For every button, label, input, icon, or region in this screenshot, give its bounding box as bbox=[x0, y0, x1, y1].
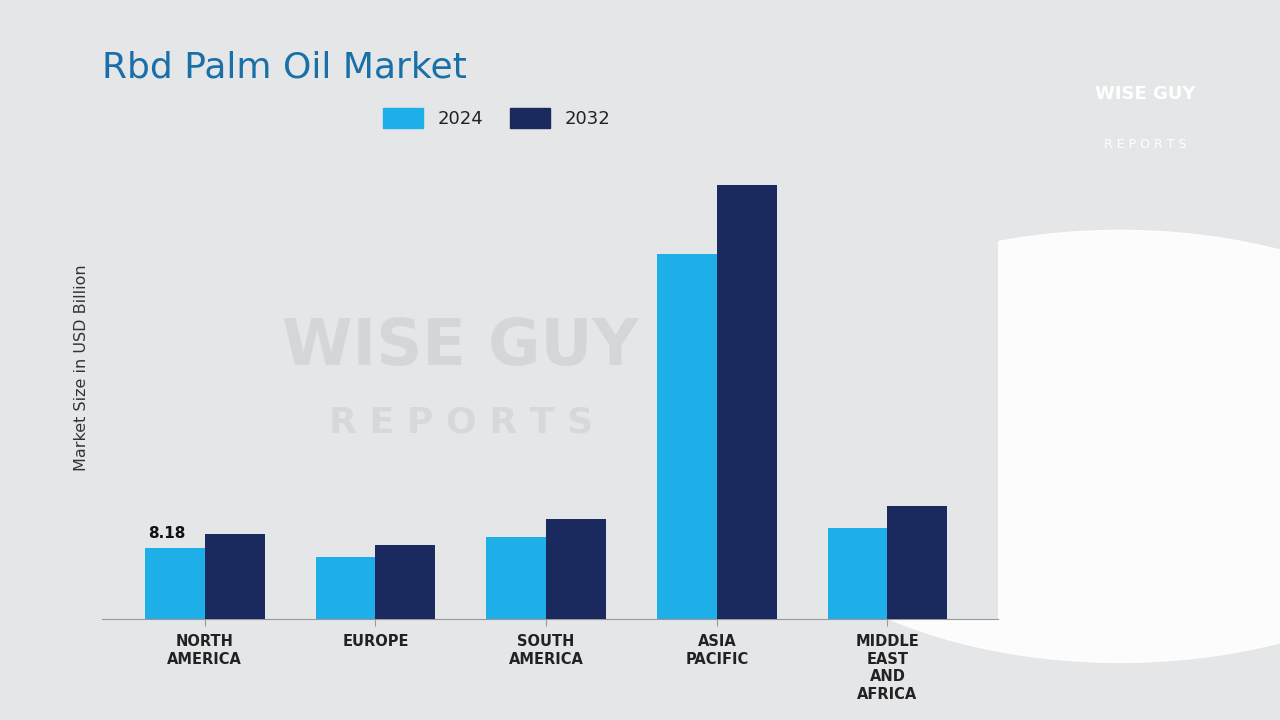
Text: 8.18: 8.18 bbox=[147, 526, 186, 541]
Bar bbox=[547, 519, 605, 619]
Bar bbox=[486, 536, 547, 619]
Bar bbox=[657, 254, 717, 619]
Text: R E P O R T S: R E P O R T S bbox=[1105, 138, 1187, 150]
Text: WISE GUY: WISE GUY bbox=[283, 316, 639, 378]
Bar bbox=[887, 506, 947, 619]
Bar bbox=[375, 545, 435, 619]
Bar bbox=[717, 185, 777, 619]
Legend: 2024, 2032: 2024, 2032 bbox=[374, 99, 620, 137]
Bar bbox=[828, 528, 887, 619]
Text: Rbd Palm Oil Market: Rbd Palm Oil Market bbox=[102, 50, 467, 84]
Text: R E P O R T S: R E P O R T S bbox=[329, 405, 593, 440]
Bar bbox=[316, 557, 375, 619]
Text: WISE GUY: WISE GUY bbox=[1096, 85, 1196, 102]
Circle shape bbox=[736, 230, 1280, 662]
Bar bbox=[145, 548, 205, 619]
Bar bbox=[205, 534, 265, 619]
Y-axis label: Market Size in USD Billion: Market Size in USD Billion bbox=[73, 264, 88, 470]
